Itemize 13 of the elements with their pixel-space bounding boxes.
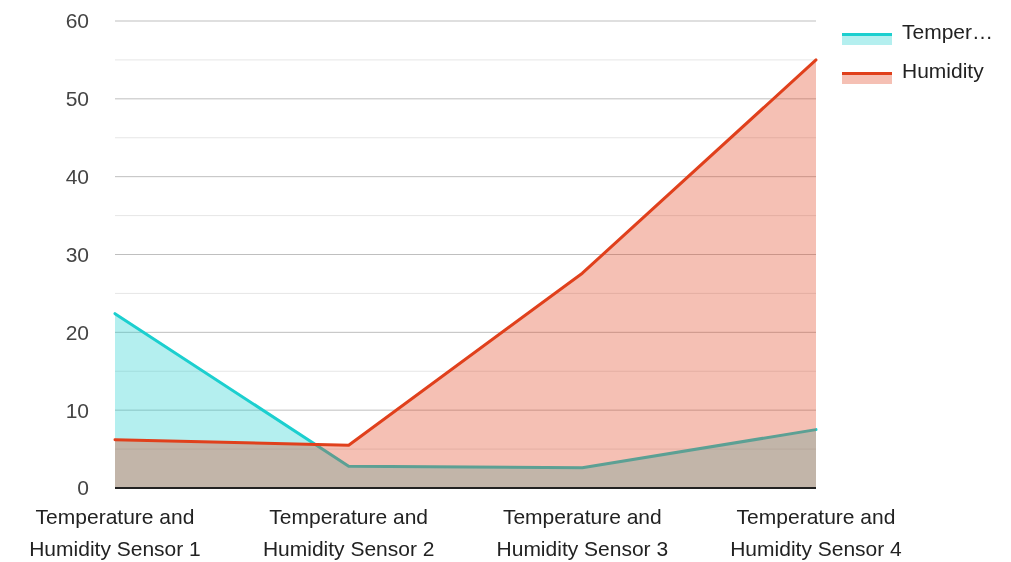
x-tick-label: Temperature and Humidity Sensor 1	[29, 505, 201, 560]
legend-label: Temper…	[902, 20, 994, 44]
x-tick-label: Temperature and Humidity Sensor 4	[730, 505, 903, 560]
y-tick-label: 50	[65, 87, 89, 111]
y-tick-label: 20	[65, 320, 89, 344]
y-tick-label: 10	[65, 398, 89, 422]
y-tick-label: 40	[65, 165, 89, 189]
y-tick-label: 30	[65, 242, 89, 266]
y-tick-label: 0	[77, 476, 89, 500]
legend-label: Humidity	[902, 59, 985, 83]
x-tick-label: Temperature and Humidity Sensor 3	[496, 505, 669, 560]
x-tick-label: Temperature and Humidity Sensor 2	[262, 505, 435, 560]
y-tick-label: 60	[65, 9, 89, 33]
